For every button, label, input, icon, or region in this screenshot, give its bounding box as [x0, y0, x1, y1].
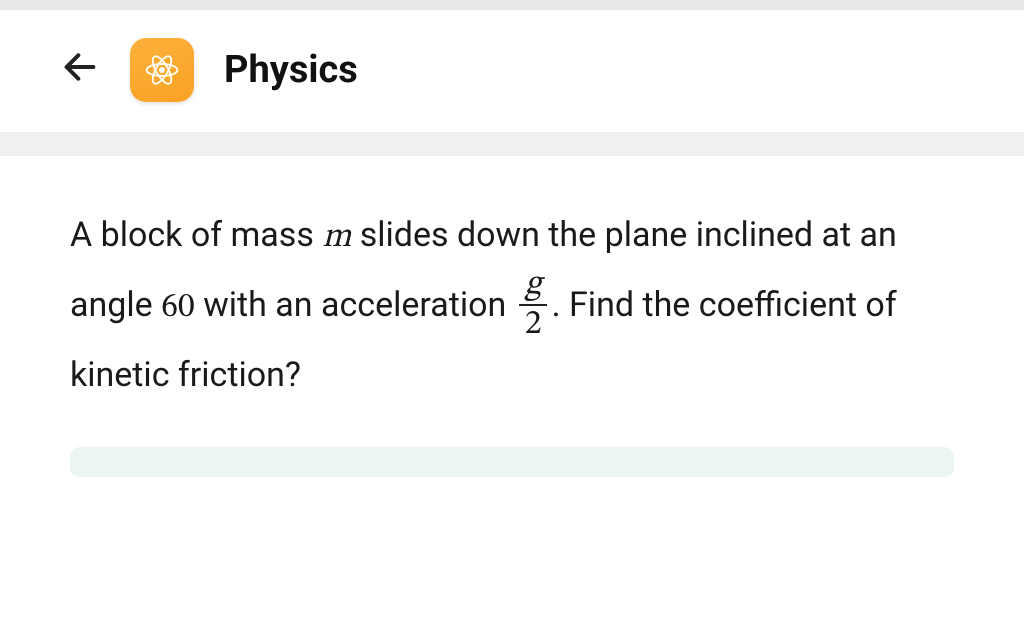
angle-value: 60 — [161, 291, 195, 325]
status-bar-fade — [0, 0, 1024, 10]
section-divider — [0, 132, 1024, 156]
back-arrow-icon — [60, 47, 100, 87]
subject-title: Physics — [224, 48, 358, 92]
answer-placeholder[interactable] — [70, 447, 954, 477]
atom-icon — [143, 51, 181, 89]
question-text: A block of mass m slides down the plane … — [70, 204, 954, 407]
variable-m: m — [322, 221, 351, 255]
fraction-numerator: g — [519, 268, 547, 306]
question-part-1: A block of mass — [70, 215, 322, 255]
page-root: Physics A block of mass m slides down th… — [0, 0, 1024, 639]
back-button[interactable] — [60, 47, 100, 94]
fraction-denominator: 2 — [519, 306, 548, 342]
fraction-g-over-2: g2 — [519, 268, 548, 342]
header-bar: Physics — [0, 10, 1024, 132]
question-card: A block of mass m slides down the plane … — [0, 156, 1024, 517]
subject-icon-badge — [130, 38, 194, 102]
question-part-3: with an acceleration — [195, 285, 515, 325]
